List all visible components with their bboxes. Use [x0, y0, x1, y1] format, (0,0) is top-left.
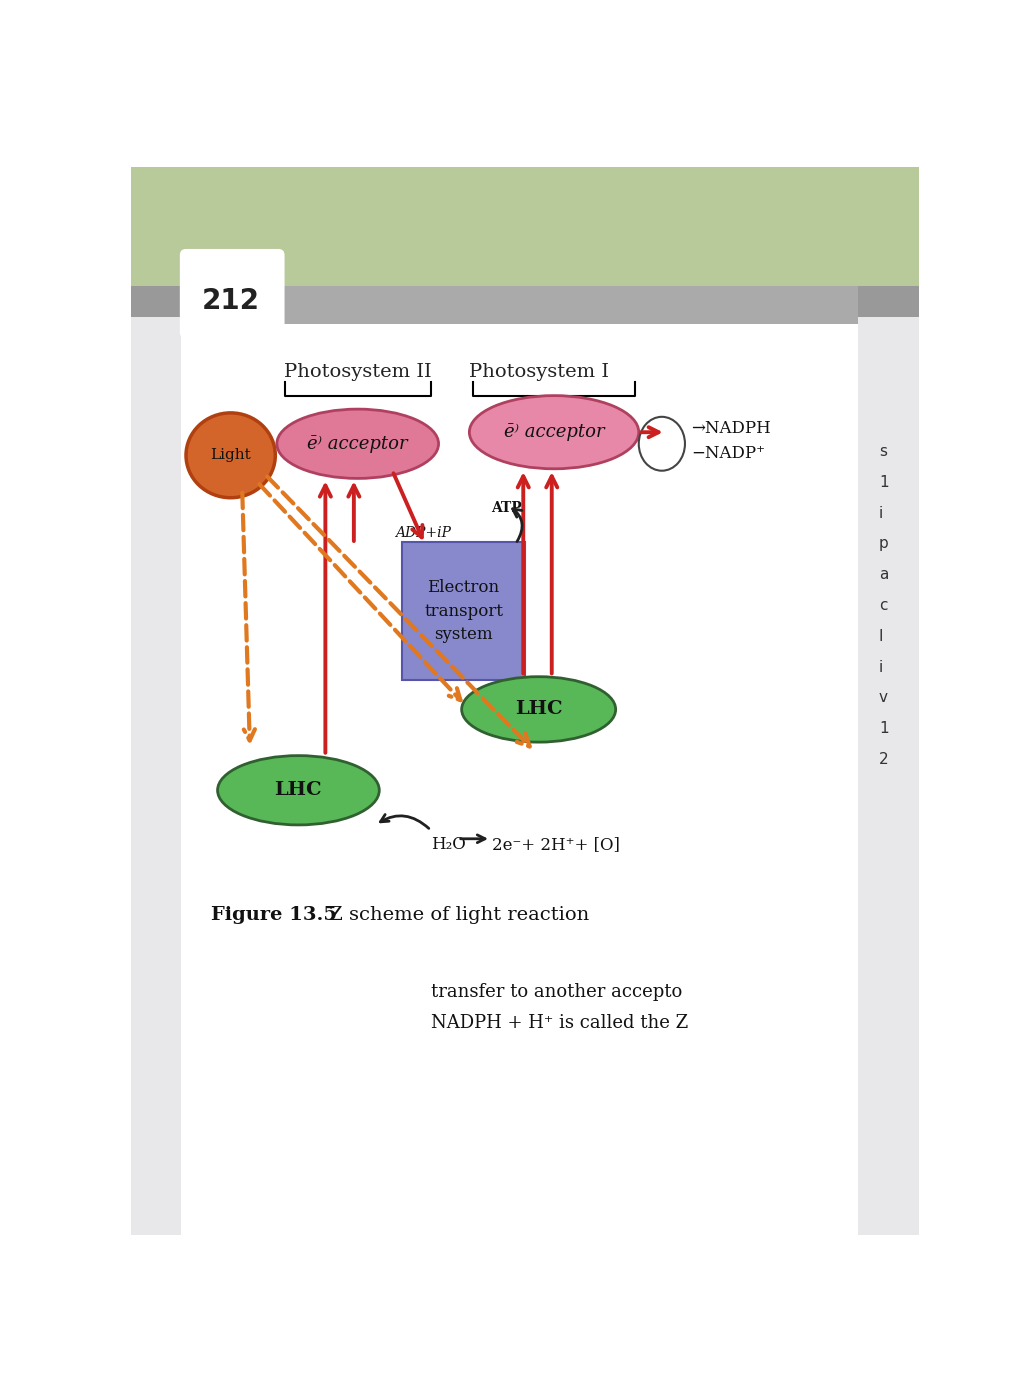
Ellipse shape [469, 396, 639, 469]
Text: Photosystem I: Photosystem I [469, 362, 608, 380]
Text: 212: 212 [202, 287, 260, 315]
Text: s: s [879, 444, 887, 459]
Text: Photosystem II: Photosystem II [284, 362, 431, 380]
Text: i: i [879, 659, 884, 675]
FancyBboxPatch shape [402, 543, 524, 680]
Text: Light: Light [210, 448, 251, 462]
Text: ē⁾ acceptor: ē⁾ acceptor [307, 434, 408, 452]
Text: ATP: ATP [490, 501, 521, 515]
Text: Figure 13.5: Figure 13.5 [211, 906, 338, 924]
Text: ADP+iP: ADP+iP [395, 526, 452, 540]
Bar [131, 167, 920, 286]
Ellipse shape [462, 677, 615, 743]
Text: −NADP⁺: −NADP⁺ [691, 446, 765, 462]
Text: I: I [879, 629, 884, 644]
Text: c: c [879, 598, 888, 613]
Ellipse shape [276, 409, 438, 479]
Text: LHC: LHC [274, 781, 323, 799]
Text: a: a [879, 568, 889, 582]
Text: transfer to another accepto: transfer to another accepto [431, 983, 682, 1001]
Text: 1: 1 [879, 475, 889, 490]
Text: 2: 2 [879, 752, 889, 768]
Text: p: p [879, 536, 889, 551]
Ellipse shape [186, 412, 275, 498]
FancyBboxPatch shape [180, 248, 285, 339]
Bar [180, 290, 858, 1235]
Bar [131, 286, 920, 316]
Text: 1: 1 [879, 722, 889, 736]
Text: 2e⁻+ 2H⁺+ [O]: 2e⁻+ 2H⁺+ [O] [493, 837, 621, 854]
Text: →NADPH: →NADPH [691, 419, 771, 437]
Text: LHC: LHC [515, 701, 562, 719]
Ellipse shape [217, 755, 379, 824]
Text: Z scheme of light reaction: Z scheme of light reaction [323, 906, 589, 924]
Text: i: i [879, 505, 884, 520]
Text: v: v [879, 690, 888, 705]
Text: ē⁾ acceptor: ē⁾ acceptor [504, 423, 604, 441]
Bar [131, 316, 920, 1235]
Text: NADPH + H⁺ is called the Z: NADPH + H⁺ is called the Z [431, 1013, 688, 1031]
Text: H₂O: H₂O [431, 837, 466, 854]
Bar [180, 286, 858, 325]
Text: Electron
transport
system: Electron transport system [424, 579, 503, 643]
